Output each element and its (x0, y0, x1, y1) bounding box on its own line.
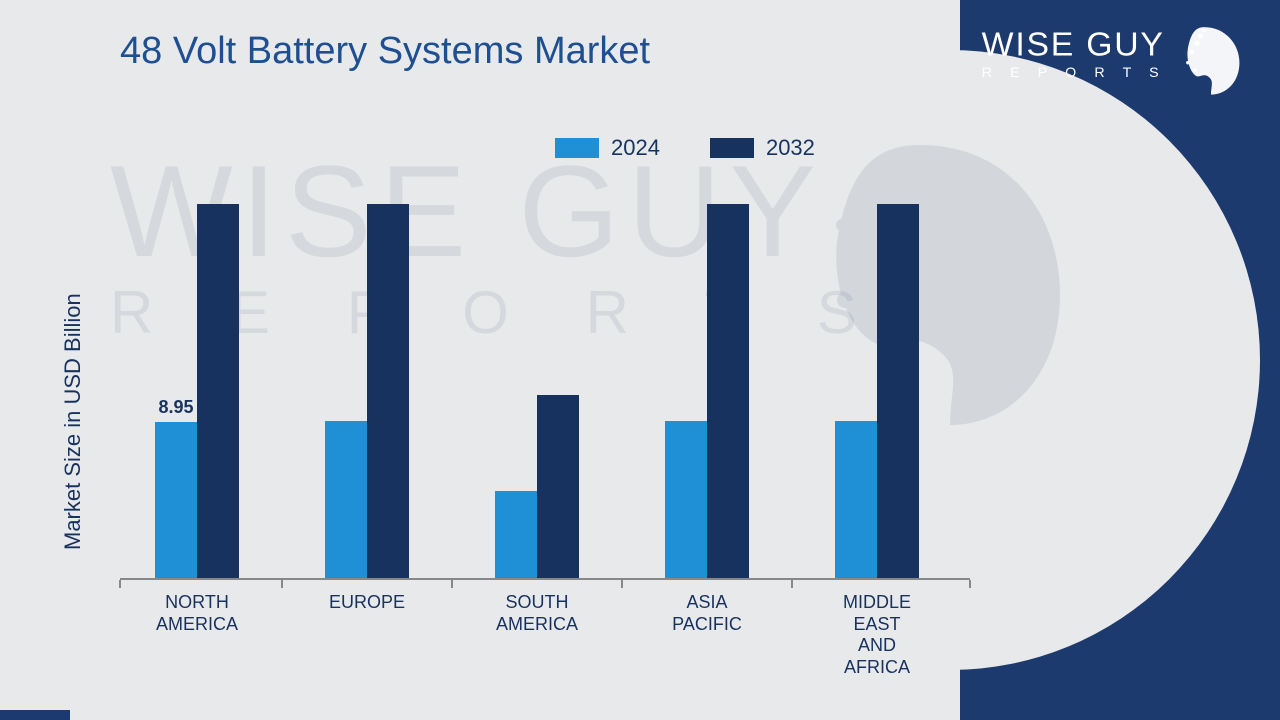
right-brand-panel (960, 0, 1280, 720)
category-label: MIDDLE EAST AND AFRICA (807, 592, 947, 678)
legend-item-2032: 2032 (710, 135, 815, 161)
x-tick (451, 580, 453, 588)
x-tick (119, 580, 121, 588)
bar (835, 421, 877, 578)
x-tick (791, 580, 793, 588)
bar (367, 204, 409, 578)
bottom-accent-bar (0, 710, 70, 720)
chart-card: 48 Volt Battery Systems Market WISE GUY … (0, 0, 1280, 720)
brand-logo: WISE GUY R E P O R T S (980, 20, 1250, 105)
y-axis-label: Market Size in USD Billion (60, 293, 86, 550)
svg-text:R E P O R T S: R E P O R T S (982, 65, 1166, 81)
bar (877, 204, 919, 578)
x-axis-line (120, 578, 970, 580)
legend-label-2024: 2024 (611, 135, 660, 161)
category-label: ASIA PACIFIC (637, 592, 777, 635)
chart-title: 48 Volt Battery Systems Market (120, 30, 650, 73)
legend-swatch-2024 (555, 138, 599, 158)
stage: 48 Volt Battery Systems Market WISE GUY … (0, 0, 1280, 720)
legend: 2024 2032 (555, 135, 815, 161)
plot-area: 8.95NORTH AMERICAEUROPESOUTH AMERICAASIA… (120, 180, 970, 580)
legend-item-2024: 2024 (555, 135, 660, 161)
svg-text:WISE GUY: WISE GUY (982, 26, 1165, 64)
bar (707, 204, 749, 578)
bar (155, 422, 197, 578)
bar (197, 204, 239, 578)
bar (537, 395, 579, 578)
category-label: NORTH AMERICA (127, 592, 267, 635)
bar (665, 421, 707, 578)
legend-swatch-2032 (710, 138, 754, 158)
category-label: SOUTH AMERICA (467, 592, 607, 635)
bar-value-label: 8.95 (158, 397, 193, 418)
legend-label-2032: 2032 (766, 135, 815, 161)
wiseguy-logo-icon: WISE GUY R E P O R T S (980, 20, 1250, 100)
bar (495, 491, 537, 578)
x-tick (969, 580, 971, 588)
x-tick (281, 580, 283, 588)
bar (325, 421, 367, 578)
category-label: EUROPE (297, 592, 437, 614)
x-tick (621, 580, 623, 588)
